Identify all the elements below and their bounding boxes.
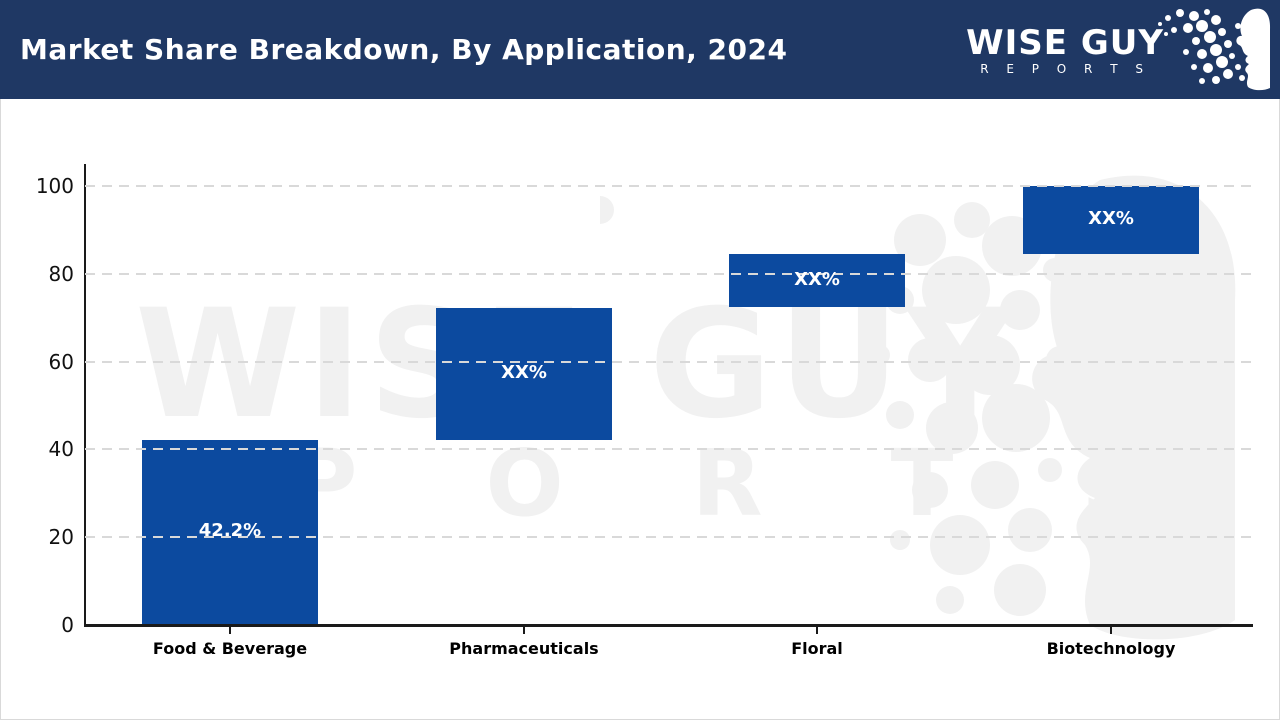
x-tick-label-pharmaceuticals: Pharmaceuticals bbox=[449, 639, 599, 658]
y-tick-label: 20 bbox=[48, 525, 74, 550]
page-title: Market Share Breakdown, By Application, … bbox=[20, 33, 788, 66]
bar-pharmaceuticals bbox=[436, 307, 612, 440]
x-axis-tick bbox=[816, 626, 818, 634]
y-tick-label: 60 bbox=[48, 349, 74, 374]
grid-line-20 bbox=[85, 536, 1253, 539]
brand-logo: WISE GUY R E P O R T S bbox=[966, 6, 1272, 94]
bar-value-label: XX% bbox=[794, 268, 840, 290]
y-tick-label: 100 bbox=[35, 174, 74, 198]
y-tick-label: 0 bbox=[61, 613, 74, 637]
bar-value-label: XX% bbox=[1088, 207, 1134, 229]
grid-line-80 bbox=[85, 272, 1253, 275]
x-tick-label-food-beverage: Food & Beverage bbox=[152, 639, 308, 658]
x-axis-tick bbox=[229, 626, 231, 634]
y-axis-line bbox=[84, 164, 86, 627]
y-tick-label: 80 bbox=[48, 261, 74, 286]
bar-food-beverage bbox=[142, 439, 318, 625]
grid-line-100 bbox=[85, 185, 1253, 187]
x-tick-label-floral: Floral bbox=[791, 639, 843, 658]
grid-line-60 bbox=[85, 360, 1253, 363]
x-axis-line bbox=[84, 624, 1253, 627]
brand-logo-text: WISE GUY R E P O R T S bbox=[966, 25, 1164, 76]
bar-value-label: 42.2% bbox=[198, 520, 262, 542]
x-tick-label-biotechnology: Biotechnology bbox=[1046, 639, 1176, 658]
y-tick-label: 40 bbox=[48, 437, 74, 462]
grid-line-40 bbox=[85, 448, 1253, 451]
x-axis-tick bbox=[523, 626, 525, 634]
x-axis-tick bbox=[1110, 626, 1112, 634]
brand-subtitle: R E P O R T S bbox=[980, 61, 1150, 76]
brand-name: WISE GUY bbox=[966, 22, 1164, 63]
face-profile-dots-icon bbox=[1150, 4, 1272, 96]
bar-value-label: XX% bbox=[501, 361, 547, 383]
bar-biotechnology bbox=[1023, 186, 1199, 254]
header-bar: Market Share Breakdown, By Application, … bbox=[0, 0, 1280, 99]
bar-floral bbox=[729, 254, 905, 308]
